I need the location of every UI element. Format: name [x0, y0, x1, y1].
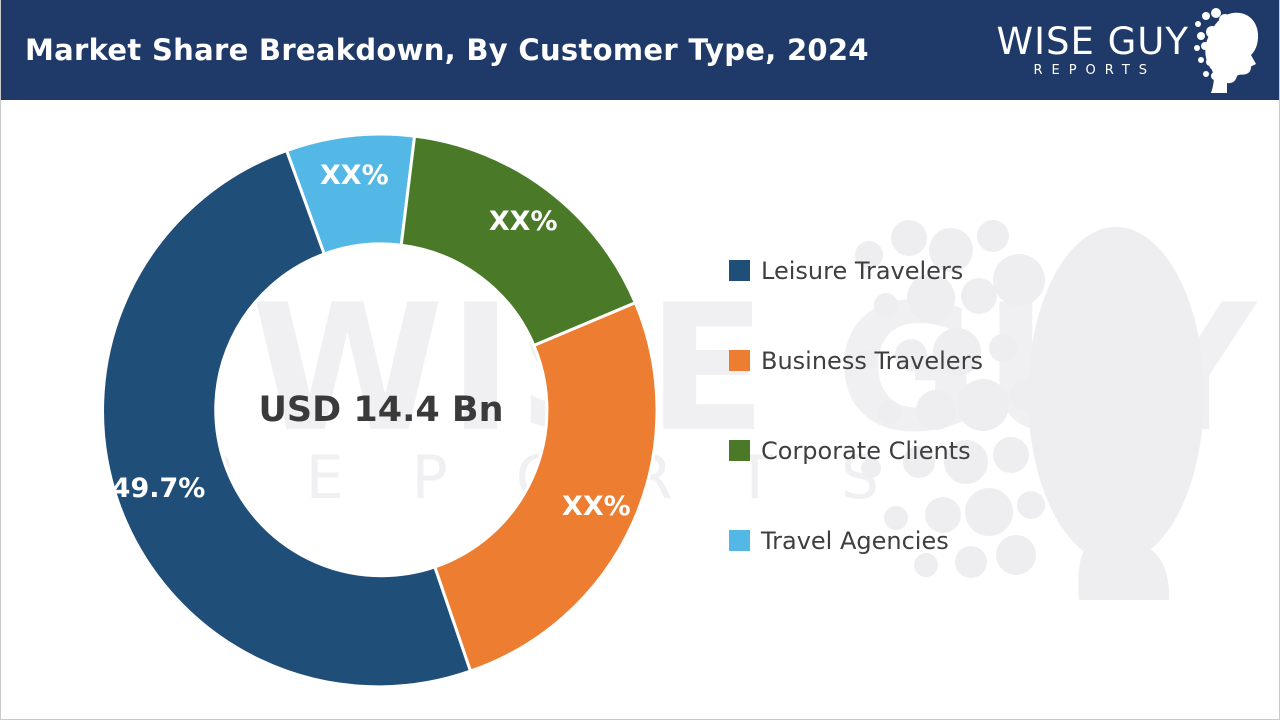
legend-swatch-travel-agencies: [729, 530, 750, 551]
donut-segment-business-travelers: [433, 301, 659, 673]
legend-item-leisure-travelers: Leisure Travelers: [729, 256, 983, 285]
chart-legend: Leisure Travelers Business Travelers Cor…: [729, 256, 983, 618]
legend-swatch-leisure-travelers: [729, 260, 750, 281]
legend-label: Leisure Travelers: [761, 256, 964, 285]
legend-item-travel-agencies: Travel Agencies: [729, 526, 983, 555]
brand-name: WISE GUY: [996, 20, 1189, 63]
segment-value-label-leisure-travelers: 49.7%: [112, 473, 206, 504]
segment-value-label-business-travelers: XX%: [562, 491, 631, 522]
page-title: Market Share Breakdown, By Customer Type…: [25, 33, 869, 67]
legend-swatch-business-travelers: [729, 350, 750, 371]
chart-center-value: USD 14.4 Bn: [258, 390, 504, 430]
legend-item-corporate-clients: Corporate Clients: [729, 436, 983, 465]
legend-swatch-corporate-clients: [729, 440, 750, 461]
legend-item-business-travelers: Business Travelers: [729, 346, 983, 375]
segment-value-label-travel-agencies: XX%: [320, 160, 389, 191]
donut-chart: XX% XX% XX% 49.7%: [101, 132, 659, 689]
legend-label: Travel Agencies: [761, 526, 949, 555]
segment-value-label-corporate-clients: XX%: [489, 206, 558, 237]
donut-segment-leisure-travelers: [101, 149, 472, 689]
legend-label: Corporate Clients: [761, 436, 971, 465]
brand-logo-text: WISE GUY REPORTS: [997, 23, 1189, 77]
brand-logo: WISE GUY REPORTS: [997, 0, 1265, 100]
legend-label: Business Travelers: [761, 346, 983, 375]
donut-segment-corporate-clients: [399, 134, 637, 347]
brand-face-icon: [1194, 8, 1259, 93]
header: Market Share Breakdown, By Customer Type…: [1, 0, 1279, 100]
brand-subname: REPORTS: [1033, 63, 1157, 78]
